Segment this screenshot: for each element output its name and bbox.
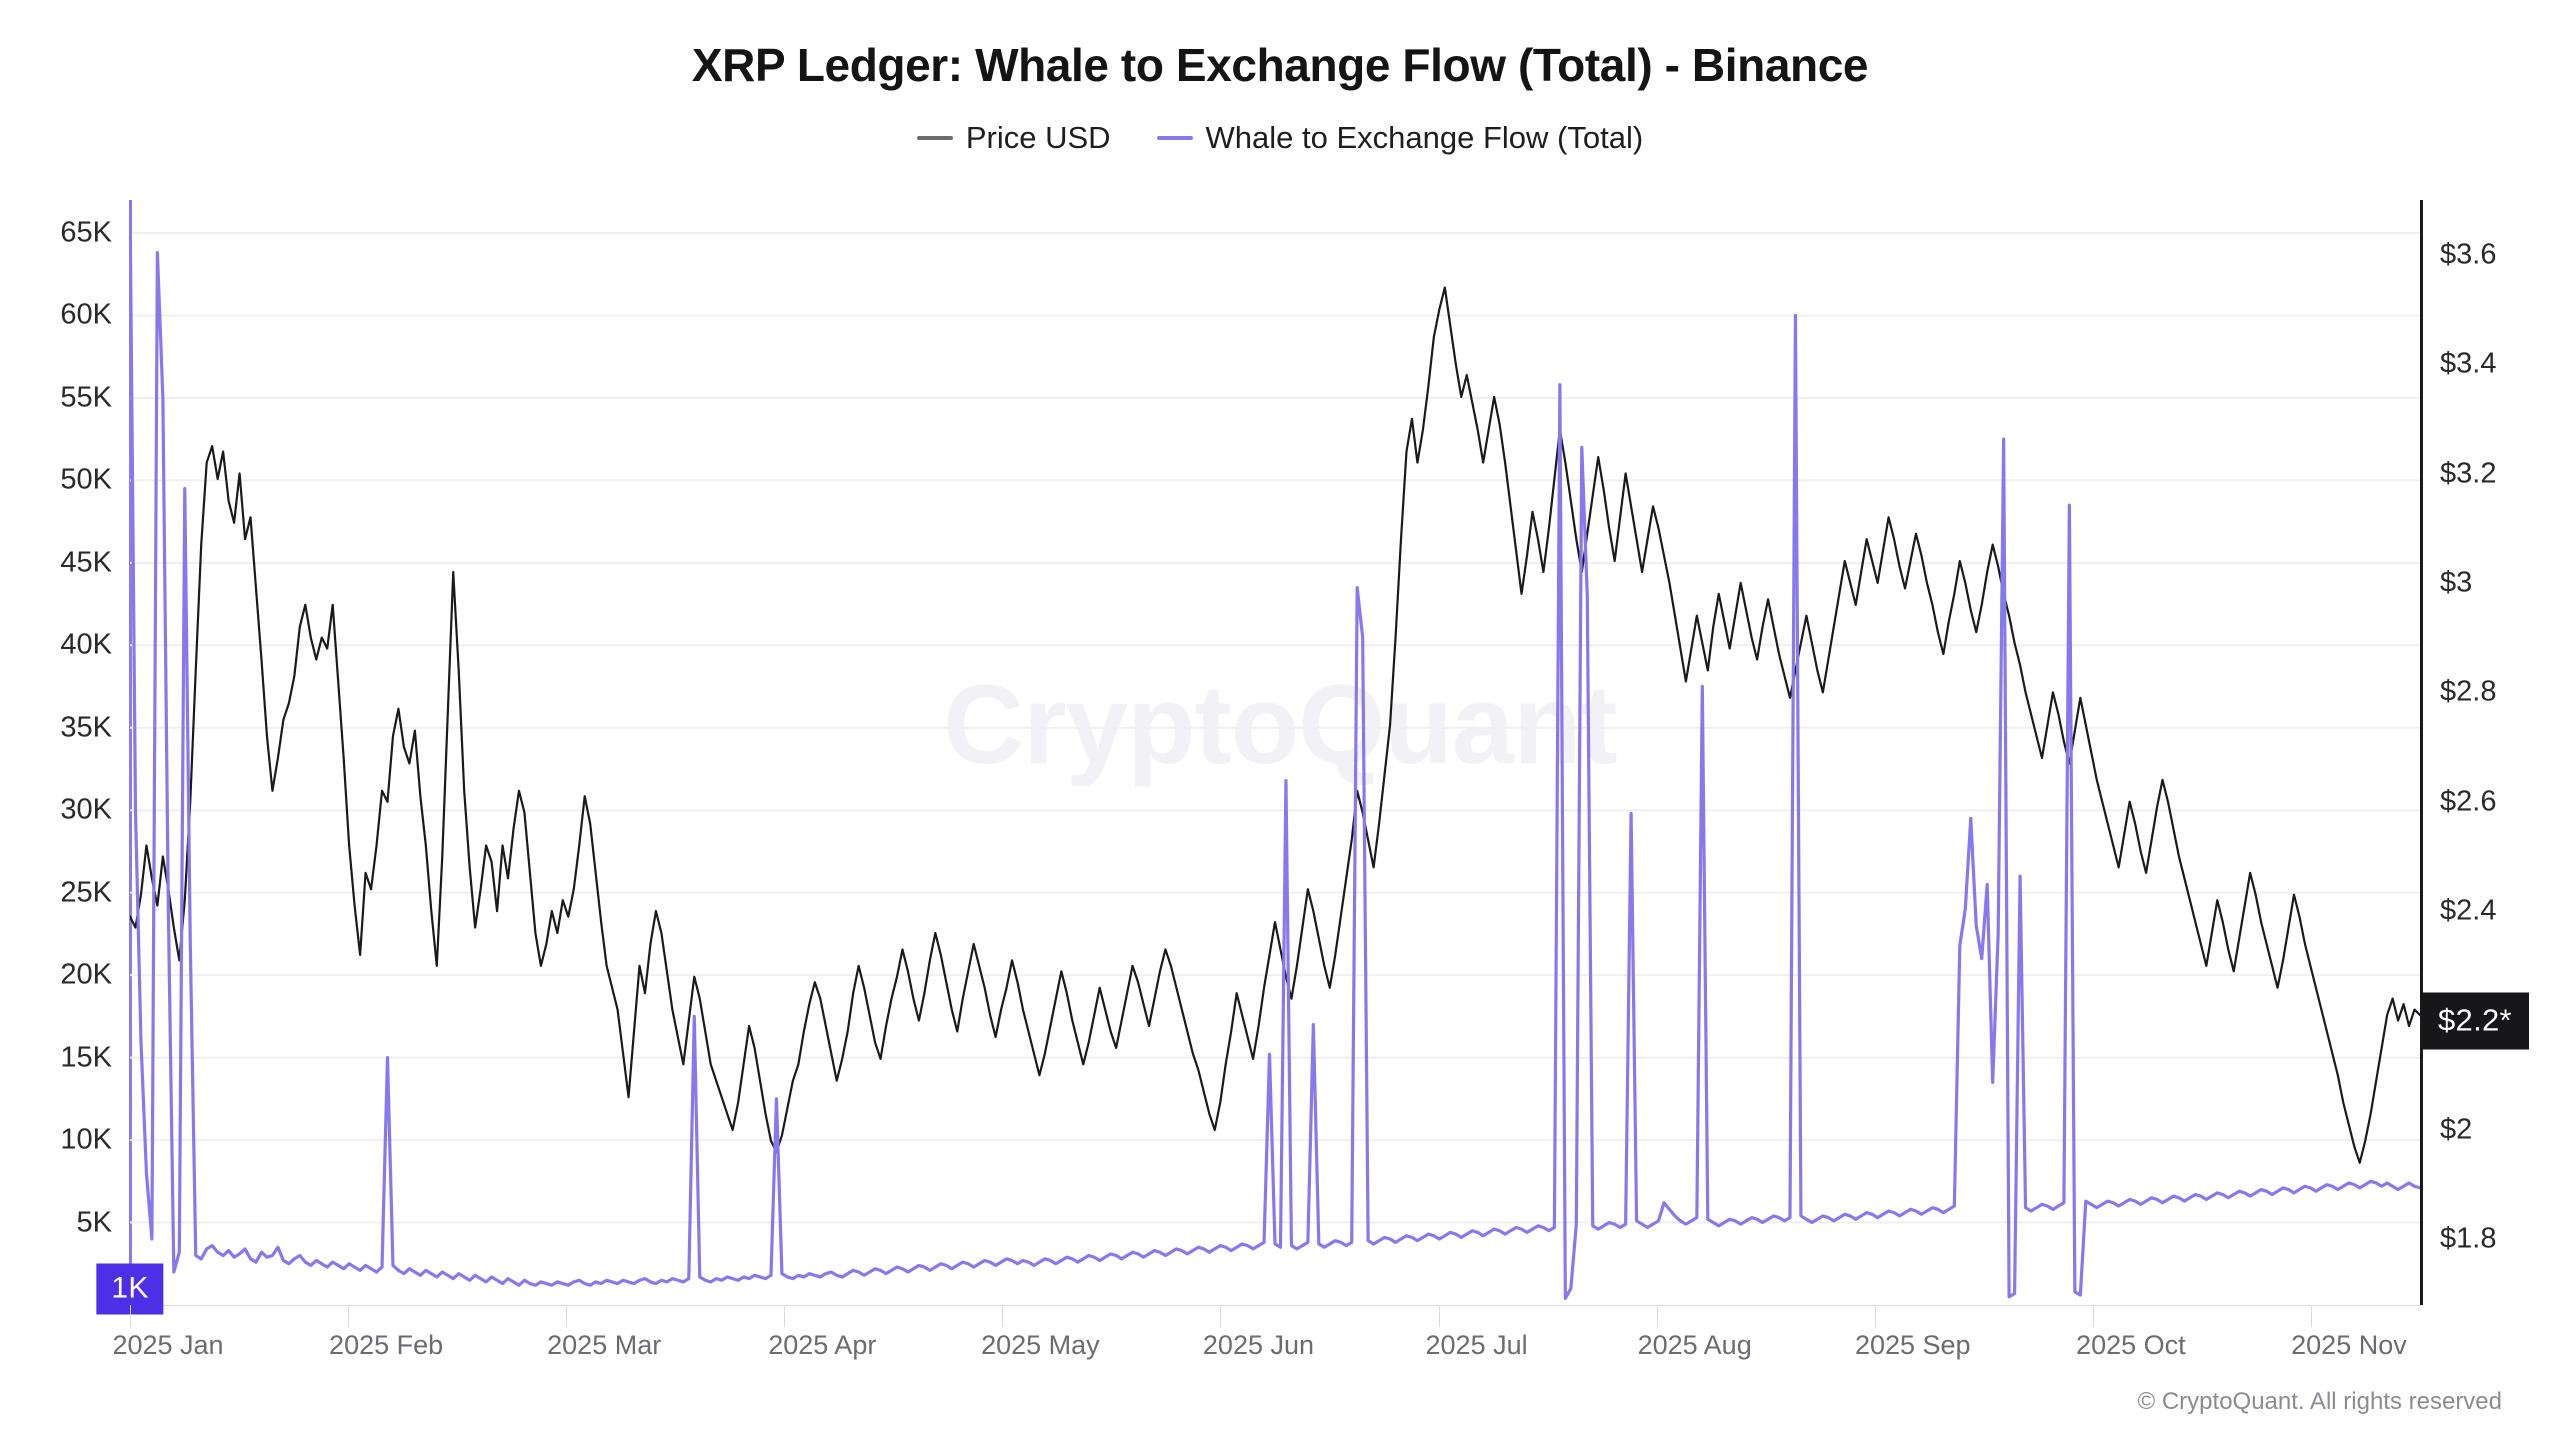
legend-swatch-icon [916, 136, 953, 140]
y-axis-left-tick-label: 30K [60, 793, 112, 826]
legend-item-price[interactable]: Price USD [916, 120, 1111, 156]
y-axis-right-tick-label: $1.8 [2440, 1222, 2497, 1255]
y-axis-left-tick-label: 55K [60, 381, 112, 414]
x-axis-tick-label: 2025 May [981, 1330, 1100, 1360]
x-axis-tick-label: 2025 Oct [2076, 1330, 2186, 1360]
x-axis-tick [1002, 1305, 1004, 1327]
y-axis-left-tick-label: 40K [60, 628, 112, 661]
y-axis-right-tick-label: $2 [2440, 1113, 2473, 1146]
y-axis-right-tick-label: $3.6 [2440, 238, 2497, 271]
page-title: XRP Ledger: Whale to Exchange Flow (Tota… [691, 39, 1869, 91]
y-axis-right-line [2420, 200, 2423, 1305]
y-axis-left-line [129, 200, 132, 1305]
x-axis-tick [348, 1305, 350, 1327]
x-axis-line [130, 1305, 2421, 1306]
series-layer [130, 200, 2420, 1301]
x-axis-tick [1220, 1305, 1222, 1327]
legend-swatch-icon [1156, 136, 1193, 140]
gridlines [130, 231, 2420, 1224]
y-axis-left-tick-label: 15K [60, 1041, 112, 1074]
legend-label: Price USD [965, 120, 1111, 155]
y-axis-left-tick-label: 10K [60, 1123, 112, 1156]
x-axis-tick-label: 2025 Jan [112, 1330, 224, 1360]
plot-svg [130, 200, 2420, 1301]
x-axis-tick-label: 2025 Nov [2291, 1330, 2407, 1360]
x-axis-tick [1438, 1305, 1440, 1327]
y-axis-left-tick-label: 65K [60, 216, 112, 249]
y-axis-left-tick-label: 35K [60, 711, 112, 744]
legend-item-flow[interactable]: Whale to Exchange Flow (Total) [1156, 120, 1644, 156]
legend-label: Whale to Exchange Flow (Total) [1205, 120, 1644, 155]
y-axis-right-tick-label: $3 [2440, 566, 2473, 599]
x-axis-tick-label: 2025 Apr [768, 1330, 877, 1360]
x-axis-tick-label: 2025 Aug [1637, 1330, 1752, 1360]
y-axis-right-tick-label: $3.2 [2440, 457, 2497, 489]
y-axis-left-tick-label: 50K [60, 463, 112, 496]
y-axis-right-current-price-badge: $2.2* [2421, 992, 2529, 1050]
y-axis-right-tick-label: $3.4 [2440, 347, 2497, 380]
x-axis-tick-label: 2025 Feb [329, 1330, 444, 1360]
x-axis-tick [784, 1305, 786, 1327]
x-axis-tick [1874, 1305, 1876, 1327]
series-line-whale-flow [130, 200, 2420, 1301]
x-axis-tick [566, 1305, 568, 1327]
x-axis-tick-label: 2025 Jun [1202, 1330, 1315, 1360]
x-axis-tick-label: 2025 Mar [547, 1330, 662, 1360]
chart-legend: Price USD Whale to Exchange Flow (Total) [0, 120, 2560, 156]
y-axis-right-tick-label: $2.6 [2440, 785, 2497, 818]
x-axis-tick [2310, 1305, 2312, 1327]
x-axis-tick [2092, 1305, 2094, 1327]
series-line-price-usd [130, 286, 2420, 1164]
y-axis-right-tick-label: $2.4 [2440, 894, 2497, 927]
y-axis-left-tick-label: 20K [60, 958, 112, 991]
plot-area [130, 200, 2420, 1305]
x-axis-tick [1656, 1305, 1658, 1327]
y-axis-left-tick-label: 60K [60, 298, 112, 331]
x-axis-tick-label: 2025 Jul [1425, 1330, 1528, 1360]
y-axis-left-current-value-badge: 1K [96, 1263, 164, 1314]
copyright-footer: © CryptoQuant. All rights reserved [2137, 1388, 2503, 1415]
y-axis-left-tick-label: 45K [60, 546, 112, 579]
x-axis-tick [130, 1305, 131, 1327]
x-axis-tick-label: 2025 Sep [1854, 1330, 1971, 1360]
y-axis-left-tick-label: 5K [76, 1206, 112, 1239]
y-axis-right-tick-label: $2.8 [2440, 675, 2497, 708]
y-axis-left-tick-label: 25K [60, 876, 112, 909]
